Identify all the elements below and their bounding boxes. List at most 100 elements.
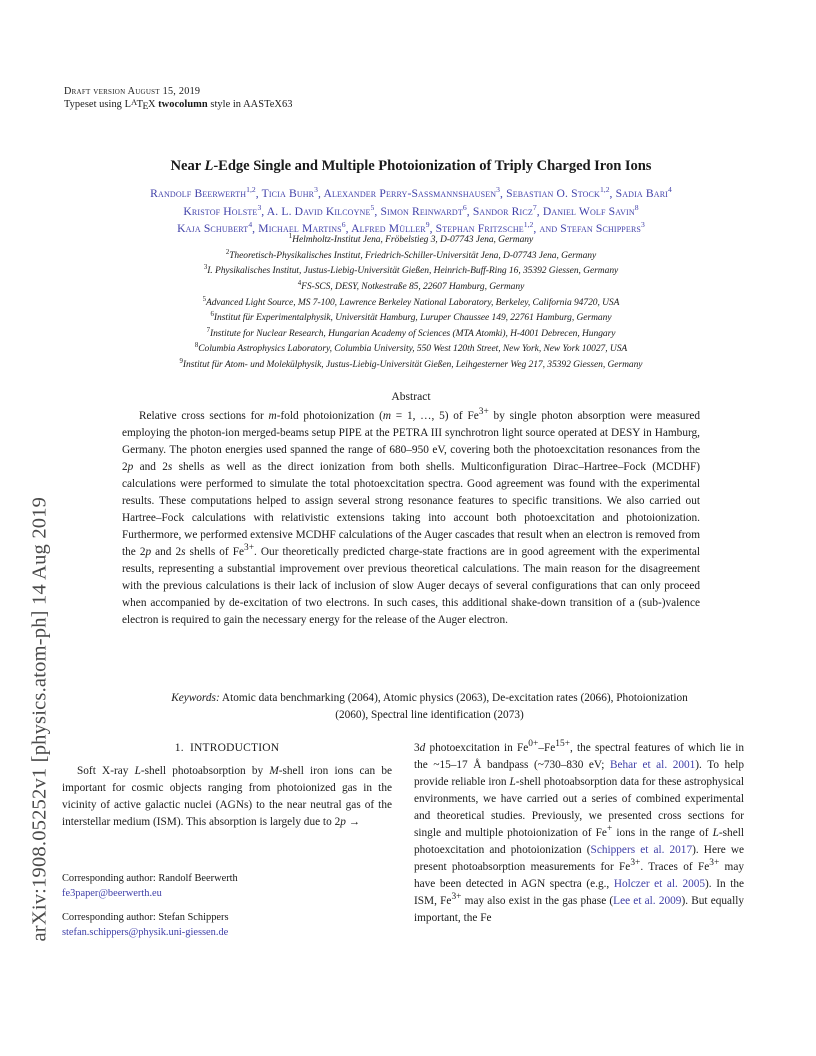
draft-version-line: Draft version August 15, 2019 — [64, 86, 201, 97]
ion-symbol: Fe — [467, 410, 479, 422]
author-affiliation-ref: 7 — [532, 202, 537, 212]
author-affiliation-ref: 4 — [248, 220, 253, 230]
ion-symbol: Fe — [595, 827, 607, 839]
keywords-block: Keywords: Atomic data benchmarking (2064… — [157, 690, 702, 724]
author-affiliation-ref: 1,2 — [246, 185, 256, 195]
affiliation-text: Theoretisch-Physikalisches Institut, Fri… — [229, 250, 597, 261]
arxiv-stamp: arXiv:1908.05252v1 [physics.atom-ph] 14 … — [0, 0, 60, 1056]
typeset-prefix: Typeset using — [64, 99, 125, 111]
right-column: 3d photoexcitation in Fe0+–Fe15+, the sp… — [414, 740, 744, 927]
affiliation-index: 2 — [225, 248, 230, 256]
keywords-label: Keywords: — [171, 692, 220, 704]
ion-symbol: Fe — [232, 546, 245, 558]
italic-symbol: L — [134, 765, 141, 778]
ion-charge: 3+ — [451, 892, 462, 903]
paper-page: Draft version August 15, 2019 Typeset us… — [62, 0, 760, 1056]
author-affiliation-ref: 4 — [668, 185, 672, 195]
section-heading-introduction: 1. INTRODUCTION — [62, 740, 392, 757]
italic-symbol: m — [268, 410, 277, 422]
author-name: Alexander Perry-Sassmannshausen — [323, 187, 497, 200]
author-affiliation-ref: 3 — [257, 202, 262, 212]
affiliation-index: 7 — [206, 326, 210, 334]
section-number: 1. — [174, 742, 184, 754]
affiliation-text: Institut für Atom- und Molekülphysik, Ju… — [182, 360, 643, 370]
affiliation-text: Institute for Nuclear Research, Hungaria… — [209, 328, 616, 339]
author-name: Alfred Müller — [351, 222, 426, 236]
affiliation-text: Helmholtz-Institut Jena, Fröbelstieg 3, … — [292, 235, 534, 245]
intro-paragraph-left: Soft X-ray L-shell photoabsorption by M-… — [62, 765, 393, 829]
citation-link[interactable]: Holczer et al. 2005 — [613, 878, 706, 890]
author-affiliation-ref: 1,2 — [599, 185, 610, 195]
author-line: Kristof Holste3, A. L. David Kilcoyne5, … — [183, 202, 639, 218]
typeset-line: Typeset using LATEX twocolumn style in A… — [64, 97, 292, 113]
affiliation-text: Institut für Experimentalphysik, Univers… — [213, 313, 612, 324]
author-name: A. L. David Kilcoyne — [266, 204, 371, 218]
keywords-text: Atomic data benchmarking (2064), Atomic … — [221, 692, 688, 722]
page-title: Near L-Edge Single and Multiple Photoion… — [62, 158, 760, 175]
ion-symbol: Fe — [543, 742, 556, 754]
left-column: 1. INTRODUCTION Soft X-ray L-shell photo… — [62, 740, 392, 831]
author-name: Sebastian O. Stock — [506, 187, 600, 200]
citation-link[interactable]: Schippers et al. 2017 — [590, 844, 693, 856]
affiliation-index: 6 — [210, 310, 214, 318]
author-affiliation-ref: 1,2 — [523, 220, 534, 230]
corresponding-author-block: Corresponding author: Randolf Beerwerth f… — [62, 872, 392, 950]
author-list: Randolf Beerwerth1,2, Ticia Buhr3, Alexa… — [62, 185, 760, 238]
author-name: Simon Reinwardt — [380, 204, 463, 218]
ion-charge: 3+ — [709, 858, 720, 869]
affiliation-index: 3 — [203, 264, 208, 272]
affiliation-item: 9Institut für Atom- und Molekülphysik, J… — [62, 358, 760, 374]
affiliation-item: 8Columbia Astrophysics Laboratory, Colum… — [62, 342, 760, 358]
ion-charge: 15+ — [555, 739, 570, 750]
affiliation-text: Advanced Light Source, MS 7-100, Lawrenc… — [205, 297, 620, 308]
ion-symbol: Fe — [619, 861, 631, 873]
affiliation-item: 2Theoretisch-Physikalisches Institut, Fr… — [62, 249, 760, 265]
body-text: ). In the ISM, Fe3+ may also exist in th… — [414, 878, 744, 907]
body-text: 3d photoexcitation in Fe0+–Fe15+, the sp… — [414, 739, 744, 771]
latex-logo: LATEX — [124, 97, 156, 113]
affiliation-text: Columbia Astrophysics Laboratory, Columb… — [198, 344, 628, 355]
affiliation-item: 7Institute for Nuclear Research, Hungari… — [62, 327, 760, 343]
affiliation-list: 1Helmholtz-Institut Jena, Fröbelstieg 3,… — [62, 233, 760, 374]
author-affiliation-ref: 8 — [634, 202, 639, 212]
citation-link[interactable]: Behar et al. 2001 — [609, 759, 696, 771]
author-name: and Stefan Schippers — [539, 222, 642, 236]
corresponding-author-email[interactable]: stefan.schippers@physik.uni-giessen.de — [62, 926, 229, 938]
corresponding-author-label: Corresponding author: Randolf Beerwerth — [62, 873, 238, 884]
affiliation-item: 6Institut für Experimentalphysik, Univer… — [62, 311, 760, 327]
citation-link[interactable]: Lee et al. 2009 — [613, 895, 682, 907]
affiliation-index: 1 — [288, 232, 293, 240]
author-name: Sandor Ricz — [472, 204, 533, 218]
body-text: ). But equally important, the Fe — [414, 895, 744, 924]
italic-symbol: M — [269, 765, 279, 778]
orbital-label: p — [340, 816, 346, 829]
corresponding-author-entry: Corresponding author: Stefan Schippers st… — [62, 911, 392, 940]
affiliation-index: 9 — [179, 357, 183, 365]
corresponding-author-label: Corresponding author: Stefan Schippers — [62, 912, 229, 924]
section-title: INTRODUCTION — [189, 742, 280, 754]
orbital-label: s — [167, 461, 173, 473]
author-affiliation-ref: 3 — [314, 185, 318, 195]
affiliation-text: I. Physikalisches Institut, Justus-Liebi… — [207, 266, 619, 277]
author-line: Kaja Schubert4, Michael Martins6, Alfred… — [177, 220, 645, 236]
orbital-label: d — [419, 742, 426, 754]
italic-symbol: m — [382, 410, 392, 422]
author-affiliation-ref: 5 — [370, 202, 375, 212]
author-name: Randolf Beerwerth — [150, 187, 247, 200]
affiliation-index: 4 — [297, 279, 302, 287]
corresponding-author-email[interactable]: fe3paper@beerwerth.eu — [62, 887, 162, 899]
author-name: Michael Martins — [258, 222, 342, 236]
intro-paragraph-right: 3d photoexcitation in Fe0+–Fe15+, the sp… — [414, 740, 744, 927]
corresponding-author-entry: Corresponding author: Randolf Beerwerth f… — [62, 872, 392, 901]
body-text: ). Here we present photoabsorption measu… — [414, 844, 745, 890]
ion-charge: 0+ — [528, 739, 539, 750]
ion-symbol: Fe — [697, 861, 710, 873]
ion-symbol: Fe — [516, 742, 529, 754]
title-post: -Edge Single and Multiple Photoionizatio… — [213, 158, 652, 174]
draft-header: Draft version August 15, 2019 Typeset us… — [64, 85, 292, 112]
affiliation-item: 1Helmholtz-Institut Jena, Fröbelstieg 3,… — [62, 233, 760, 249]
italic-symbol: L — [712, 827, 719, 839]
ion-charge: 3+ — [244, 543, 255, 554]
author-affiliation-ref: 3 — [641, 220, 645, 230]
author-name: Ticia Buhr — [261, 187, 315, 200]
